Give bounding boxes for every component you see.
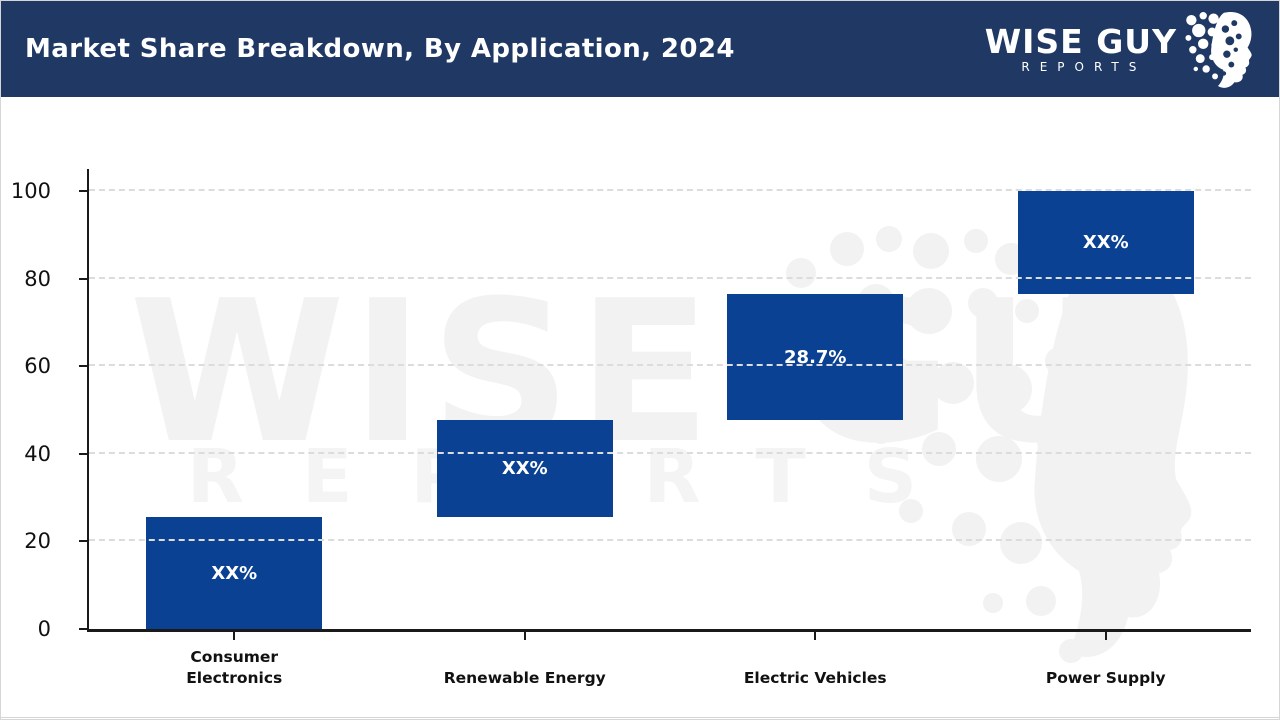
- x-axis-line: [87, 629, 1251, 632]
- logo-face-icon: [1185, 11, 1252, 88]
- y-tick-mark-20: [79, 540, 87, 543]
- gridline-20: [89, 539, 1251, 542]
- x-tick-mark-consumer-electronics: [233, 632, 236, 640]
- x-tick-mark-power-supply: [1104, 632, 1107, 640]
- category-label-electric-vehicles: Electric Vehicles: [743, 669, 887, 687]
- y-tick-label-0: 0: [37, 617, 51, 641]
- bar-renewable-energy: XX%: [436, 420, 613, 518]
- category-label-power-supply: Power Supply: [1045, 669, 1166, 687]
- y-tick-mark-40: [79, 452, 87, 455]
- plot-area: 0 20 40 60 80 100 XX% Consumer Electronics XX% Re…: [11, 169, 1251, 687]
- page-title: Market Share Breakdown, By Application, …: [25, 34, 735, 64]
- wise-guy-logo: WISE GUY REPORTS: [985, 7, 1255, 91]
- bar-value-label-power-supply: XX%: [1082, 232, 1129, 254]
- y-axis-line: [87, 169, 89, 631]
- logo-text: WISE GUY REPORTS: [984, 21, 1177, 74]
- bar-value-label-renewable-energy: XX%: [501, 458, 548, 480]
- gridline-60: [89, 364, 1251, 367]
- y-tick-mark-0: [79, 628, 87, 630]
- y-tick-label-40: 40: [24, 441, 51, 466]
- bottom-divider: [1, 717, 1279, 718]
- y-tick-label-80: 80: [24, 266, 51, 291]
- header-bar: Market Share Breakdown, By Application, …: [1, 1, 1279, 97]
- y-tick-mark-80: [79, 277, 87, 280]
- y-tick-label-100: 100: [10, 178, 51, 203]
- y-tick-label-20: 20: [24, 529, 51, 554]
- logo-subtitle: REPORTS: [1021, 59, 1147, 74]
- bar-electric-vehicles: 28.7%: [727, 294, 904, 421]
- gridline-40: [89, 451, 1251, 454]
- category-label-consumer-electronics: Consumer Electronics: [186, 648, 283, 687]
- bar-value-label-consumer-electronics: XX%: [211, 562, 258, 584]
- bar-value-label-electric-vehicles: 28.7%: [784, 346, 847, 368]
- x-tick-mark-electric-vehicles: [814, 632, 817, 640]
- logo-wordmark: WISE GUY: [984, 21, 1177, 61]
- category-label-renewable-energy: Renewable Energy: [443, 669, 606, 687]
- y-tick-mark-60: [79, 365, 87, 368]
- gridline-80: [89, 276, 1251, 279]
- x-tick-mark-renewable-energy: [523, 632, 526, 640]
- bar-consumer-electronics: XX%: [146, 517, 323, 629]
- gridline-100: [89, 188, 1251, 191]
- y-tick-label-60: 60: [24, 354, 51, 379]
- y-tick-mark-100: [79, 189, 87, 192]
- bar-power-supply: XX%: [1017, 190, 1194, 295]
